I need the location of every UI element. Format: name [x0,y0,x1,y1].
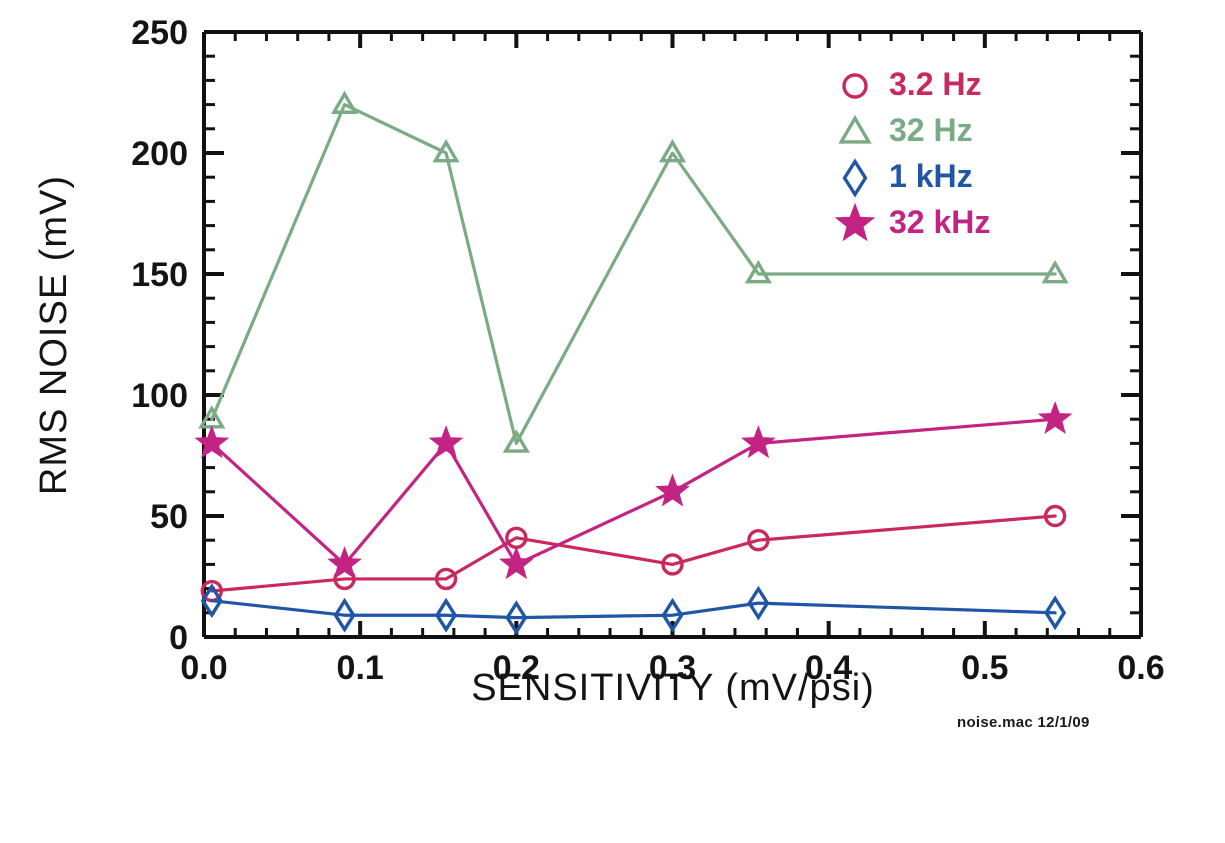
legend-label: 3.2 Hz [889,66,981,102]
x-tick-label: 0.2 [493,649,540,687]
circle-marker [661,553,684,576]
x-axis-title: SENSITIVITY (mV/psi) [471,667,875,709]
star-marker [655,473,690,507]
star-marker [428,425,464,459]
circle-marker [842,73,868,99]
legend-entry: 3.2 Hz [842,66,981,102]
x-tick-label: 0.5 [961,649,1008,687]
y-tick-label: 50 [150,498,188,536]
star-marker [1037,400,1073,434]
star-marker [194,425,230,459]
triangle-marker [502,429,530,453]
star-marker [741,425,776,459]
legend-entry: 32 kHz [834,202,990,242]
series-line [210,599,1057,620]
circle-marker [434,567,458,591]
series-triangle [198,90,1069,453]
x-tick-label: 0.0 [180,649,227,687]
y-tick-label: 150 [131,256,188,294]
y-tick-label: 200 [131,135,188,173]
data-series-group [194,90,1073,636]
star-marker [327,546,362,580]
diamond-marker [747,585,770,621]
chart-legend: 3.2 Hz 32 Hz 1 kHz 32 kHz [834,66,990,242]
star-marker [498,546,534,580]
legend-label: 32 Hz [889,112,973,148]
y-tick-label: 100 [131,377,188,415]
x-tick-label: 0.6 [1117,649,1164,687]
star-marker [834,202,876,242]
diamond-marker [842,158,868,198]
diamond-marker [661,597,684,633]
legend-label: 32 kHz [889,204,990,240]
series-star [194,400,1073,580]
legend-label: 1 kHz [889,158,973,194]
triangle-marker [658,138,687,163]
legend-entry: 1 kHz [842,158,973,198]
legend-entry: 32 Hz [838,112,973,148]
circle-marker [1043,504,1067,528]
circle-marker [747,529,770,552]
diamond-marker [1044,595,1067,631]
axis-tick-labels: 0.0 0.1 0.2 0.3 0.4 0.5 0.6 0 50 100 150 200 250 [131,14,1164,687]
triangle-marker [744,259,772,284]
diamond-marker [333,597,356,633]
diamond-marker [200,583,223,619]
x-tick-label: 0.1 [337,649,384,687]
x-tick-label: 0.3 [649,649,696,687]
chart-caption: noise.mac 12/1/09 [957,714,1090,731]
series-diamond [200,583,1067,636]
triangle-marker [838,114,872,144]
diamond-marker [505,600,528,636]
series-circle [200,504,1067,603]
x-tick-label: 0.4 [805,649,852,687]
y-tick-label: 0 [169,619,188,657]
diamond-marker [435,597,458,633]
series-line [210,102,1057,445]
series-line [210,514,1057,593]
y-tick-label: 250 [131,14,188,52]
triangle-marker [432,138,460,163]
triangle-marker [1041,259,1069,284]
y-axis-title: RMS NOISE (mV) [33,175,75,495]
triangle-marker [330,90,359,114]
